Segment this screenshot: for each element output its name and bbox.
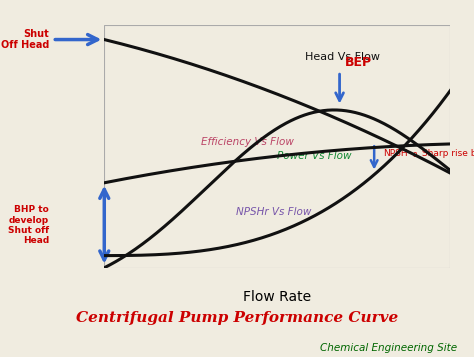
Text: Power Vs Flow: Power Vs Flow bbox=[277, 151, 352, 161]
Text: Shut
Off Head: Shut Off Head bbox=[0, 29, 49, 50]
Text: Flow Rate: Flow Rate bbox=[243, 290, 311, 303]
Text: Head Vs Flow: Head Vs Flow bbox=[305, 51, 380, 61]
Text: Efficiency Vs Flow: Efficiency Vs Flow bbox=[201, 136, 294, 146]
Text: NPSHr Vs Flow: NPSHr Vs Flow bbox=[236, 207, 311, 217]
Bar bbox=[104, 25, 450, 268]
Text: BHP to
develop
Shut off
Head: BHP to develop Shut off Head bbox=[8, 205, 49, 245]
Text: Sharp rise beyond BEP: Sharp rise beyond BEP bbox=[419, 149, 474, 157]
Text: NPSH: NPSH bbox=[383, 149, 408, 157]
Text: BEP: BEP bbox=[345, 56, 372, 69]
Text: Chemical Engineering Site: Chemical Engineering Site bbox=[320, 343, 457, 353]
Text: Centrifugal Pump Performance Curve: Centrifugal Pump Performance Curve bbox=[76, 311, 398, 325]
Text: a: a bbox=[412, 151, 417, 160]
